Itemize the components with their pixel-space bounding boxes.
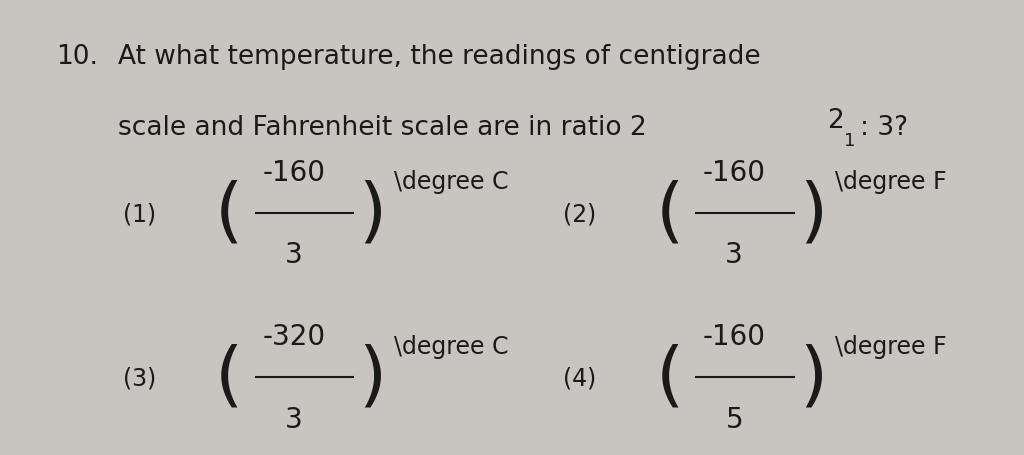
Text: ): ) <box>358 179 386 248</box>
Text: 3: 3 <box>285 404 303 433</box>
Text: (: ( <box>655 179 684 248</box>
Text: \degree F: \degree F <box>835 334 946 358</box>
Text: At what temperature, the readings of centigrade: At what temperature, the readings of cen… <box>118 44 761 70</box>
Text: (2): (2) <box>563 202 596 226</box>
Text: -160: -160 <box>262 159 326 187</box>
Text: 10.: 10. <box>56 44 98 70</box>
Text: ): ) <box>799 179 826 248</box>
Text: (: ( <box>215 343 244 412</box>
Text: 3: 3 <box>725 241 743 269</box>
Text: -320: -320 <box>262 323 326 351</box>
Text: (4): (4) <box>563 366 596 389</box>
Text: \degree C: \degree C <box>394 334 509 358</box>
Text: (: ( <box>655 343 684 412</box>
Text: : 3?: : 3? <box>860 114 908 141</box>
Text: (: ( <box>215 179 244 248</box>
Text: (3): (3) <box>123 366 156 389</box>
Text: -160: -160 <box>702 323 766 351</box>
Text: 5: 5 <box>725 404 743 433</box>
Text: ): ) <box>799 343 826 412</box>
Text: 3: 3 <box>285 241 303 269</box>
Text: (1): (1) <box>123 202 156 226</box>
Text: -160: -160 <box>702 159 766 187</box>
Text: ): ) <box>358 343 386 412</box>
Text: \degree F: \degree F <box>835 170 946 194</box>
Text: \degree C: \degree C <box>394 170 509 194</box>
Text: 2: 2 <box>827 107 844 134</box>
Text: scale and Fahrenheit scale are in ratio 2: scale and Fahrenheit scale are in ratio … <box>118 114 646 141</box>
Text: 1: 1 <box>844 132 855 150</box>
